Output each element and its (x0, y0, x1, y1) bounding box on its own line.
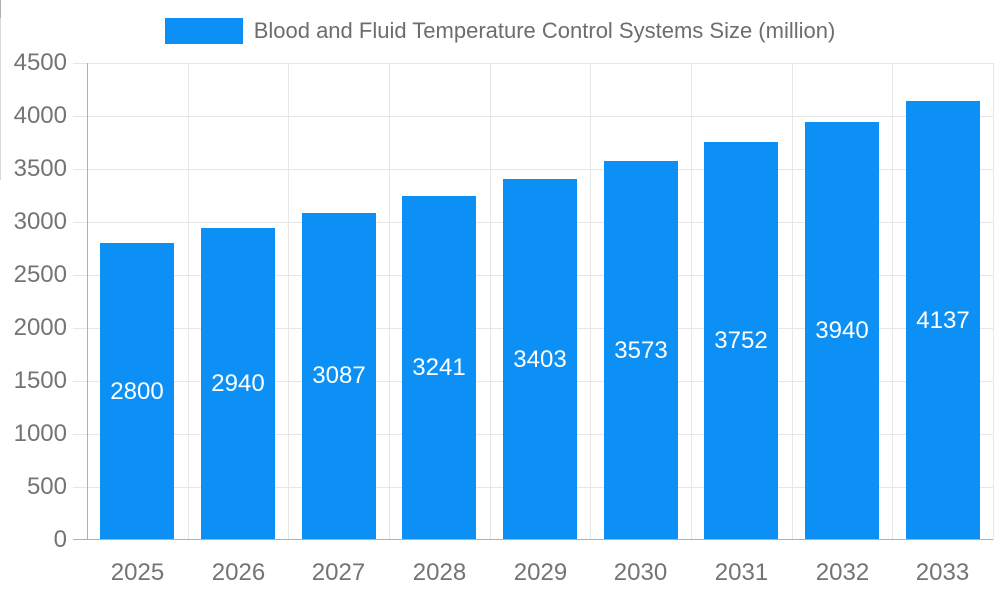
x-gridline (993, 63, 994, 540)
x-axis-tick (0, 90, 1, 108)
x-gridline (792, 63, 793, 540)
x-gridline (691, 63, 692, 540)
y-gridline (73, 116, 993, 117)
x-axis-tick (0, 54, 1, 72)
y-gridline (73, 63, 993, 64)
y-axis-line (87, 63, 88, 540)
bar-value-label: 2940 (211, 370, 265, 397)
x-gridline (288, 63, 289, 540)
bar-value-label: 3573 (614, 337, 668, 364)
y-axis-tick-label: 0 (53, 526, 67, 553)
x-axis-tick (0, 126, 1, 144)
x-axis-tick-label: 2026 (211, 559, 266, 586)
y-axis-tick-label: 4500 (13, 49, 67, 76)
y-gridline (73, 169, 993, 170)
bar[interactable] (503, 179, 577, 539)
x-axis-tick (0, 36, 1, 54)
x-axis-tick-label: 2031 (714, 559, 769, 586)
y-axis-tick-label: 1000 (13, 420, 67, 447)
x-gridline (188, 63, 189, 540)
legend[interactable]: Blood and Fluid Temperature Control Syst… (0, 18, 1000, 44)
bar-value-label: 2800 (110, 378, 164, 405)
x-gridline (892, 63, 893, 540)
bar-value-label: 3241 (412, 354, 466, 381)
x-gridline (590, 63, 591, 540)
x-axis-tick (0, 72, 1, 90)
y-axis-tick-label: 3500 (13, 155, 67, 182)
bar-value-label: 3403 (513, 346, 567, 373)
x-axis-tick-label: 2028 (412, 559, 467, 586)
x-axis-tick (0, 144, 1, 162)
x-axis-tick (0, 162, 1, 180)
y-axis-tick-label: 3000 (13, 208, 67, 235)
legend-label: Blood and Fluid Temperature Control Syst… (253, 18, 836, 43)
bar-value-label: 4137 (916, 307, 970, 334)
bar[interactable] (302, 213, 376, 539)
legend-swatch (164, 18, 243, 44)
bar[interactable] (704, 142, 778, 539)
x-gridline (389, 63, 390, 540)
bar[interactable] (805, 122, 879, 539)
y-axis-tick-label: 1500 (13, 367, 67, 394)
y-axis-tick-label: 500 (26, 473, 67, 500)
bar-value-label: 3940 (815, 317, 869, 344)
y-axis-tick-label: 2000 (13, 314, 67, 341)
x-axis-tick-label: 2032 (815, 559, 870, 586)
x-axis-tick-label: 2030 (613, 559, 668, 586)
y-axis-tick-label: 2500 (13, 261, 67, 288)
bar[interactable] (402, 196, 476, 539)
bar[interactable] (604, 161, 678, 539)
x-axis-tick-label: 2033 (915, 559, 970, 586)
x-axis-tick (0, 0, 1, 18)
y-axis-tick-label: 4000 (13, 102, 67, 129)
x-axis-tick (0, 108, 1, 126)
x-axis-tick (0, 18, 1, 36)
x-axis-tick-label: 2029 (513, 559, 568, 586)
x-gridline (490, 63, 491, 540)
x-axis-tick-label: 2025 (110, 559, 165, 586)
bar[interactable] (100, 243, 174, 539)
bar[interactable] (201, 228, 275, 539)
x-axis-line (73, 539, 993, 540)
bar[interactable] (906, 101, 980, 539)
bar-value-label: 3752 (714, 327, 768, 354)
bar-value-label: 3087 (312, 362, 366, 389)
x-axis-tick-label: 2027 (311, 559, 366, 586)
